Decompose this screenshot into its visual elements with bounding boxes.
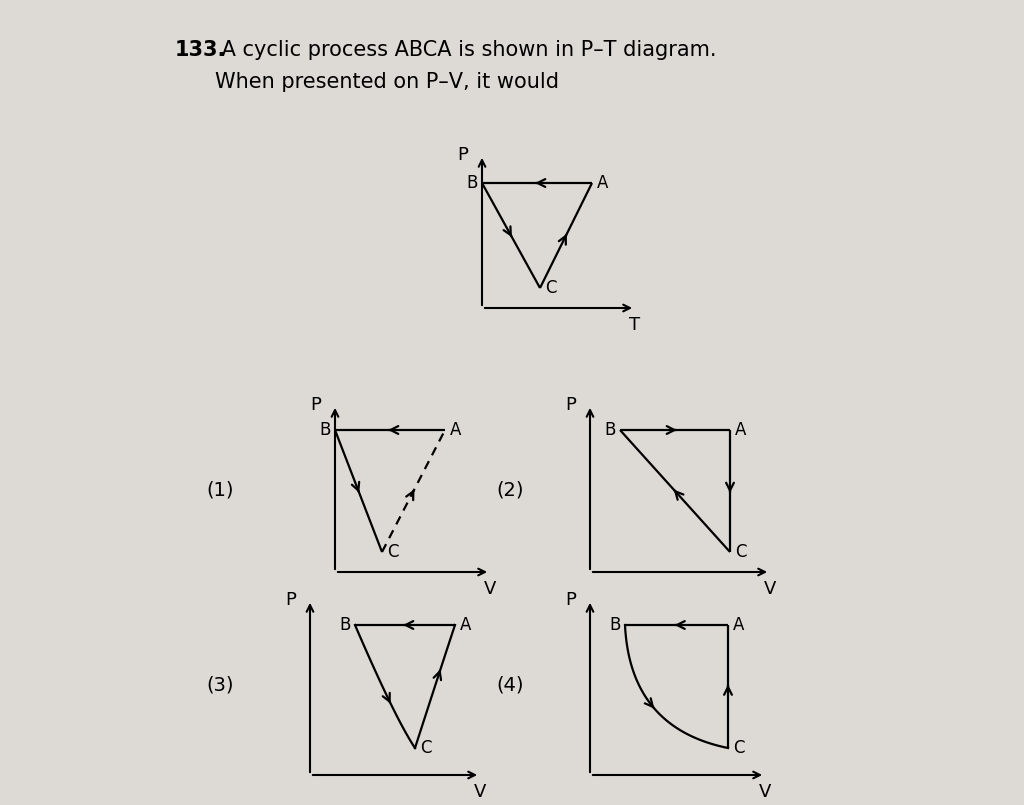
- Text: V: V: [483, 580, 497, 598]
- Text: V: V: [759, 783, 771, 801]
- Text: V: V: [474, 783, 486, 801]
- Text: B: B: [319, 421, 331, 439]
- Text: A: A: [460, 616, 471, 634]
- Text: When presented on P–V, it would: When presented on P–V, it would: [215, 72, 559, 92]
- Text: A cyclic process ABCA is shown in P–T diagram.: A cyclic process ABCA is shown in P–T di…: [215, 40, 717, 60]
- Text: (2): (2): [497, 481, 523, 499]
- Text: V: V: [764, 580, 776, 598]
- Text: P: P: [565, 591, 575, 609]
- Text: (4): (4): [497, 675, 523, 695]
- Text: C: C: [420, 739, 431, 757]
- Text: A: A: [597, 174, 608, 192]
- Text: P: P: [457, 146, 468, 164]
- Text: C: C: [387, 543, 398, 561]
- Text: B: B: [467, 174, 478, 192]
- Text: (3): (3): [206, 675, 233, 695]
- Text: P: P: [285, 591, 296, 609]
- Text: P: P: [565, 396, 575, 414]
- Text: 133.: 133.: [175, 40, 226, 60]
- Text: B: B: [340, 616, 351, 634]
- Text: A: A: [735, 421, 746, 439]
- Text: (1): (1): [206, 481, 233, 499]
- Text: P: P: [310, 396, 321, 414]
- Text: C: C: [735, 543, 746, 561]
- Text: A: A: [450, 421, 462, 439]
- Text: T: T: [630, 316, 641, 334]
- Text: B: B: [609, 616, 621, 634]
- Text: B: B: [604, 421, 616, 439]
- Text: C: C: [545, 279, 556, 297]
- Text: C: C: [733, 739, 744, 757]
- Text: A: A: [733, 616, 744, 634]
